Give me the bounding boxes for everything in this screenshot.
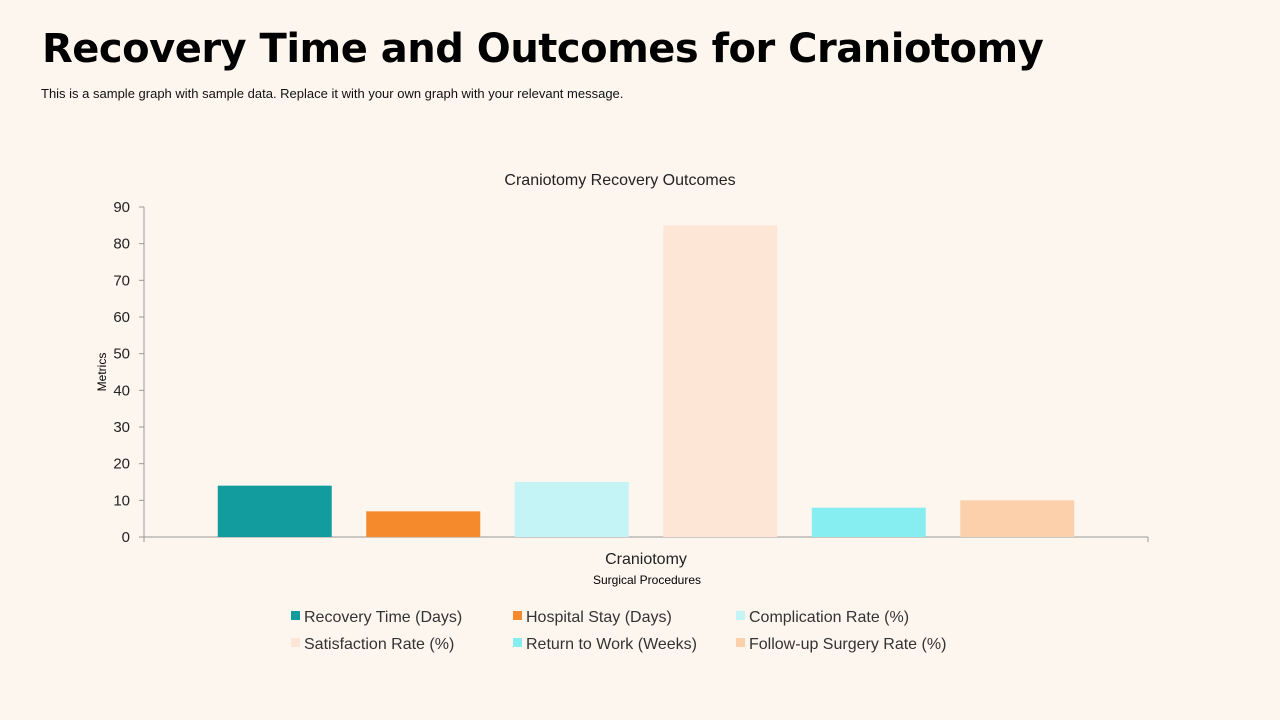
- bar-3: [514, 482, 629, 537]
- y-tick-label: 20: [113, 456, 130, 473]
- legend: Recovery Time (Days) Hospital Stay (Days)…: [291, 609, 946, 653]
- legend-label: Recovery Time (Days): [304, 609, 462, 626]
- legend-label: Return to Work (Weeks): [526, 636, 697, 653]
- slide-subtitle: This is a sample graph with sample data.…: [41, 86, 624, 101]
- bar-6: [960, 500, 1075, 537]
- y-tick-label: 10: [113, 492, 130, 509]
- y-tick-label: 0: [122, 529, 130, 546]
- chart-title: Craniotomy Recovery Outcomes: [504, 172, 735, 189]
- legend-swatch: [291, 638, 300, 647]
- bar-1: [217, 485, 332, 537]
- legend-swatch: [736, 638, 745, 647]
- category-label: Craniotomy: [605, 551, 687, 568]
- bar-4: [663, 225, 778, 538]
- legend-label: Follow-up Surgery Rate (%): [749, 636, 946, 653]
- y-axis-title: Metrics: [95, 353, 109, 392]
- legend-swatch: [291, 611, 300, 620]
- y-tick-label: 30: [113, 419, 130, 436]
- legend-label: Complication Rate (%): [749, 609, 909, 626]
- y-tick-label: 90: [113, 199, 130, 216]
- slide-title: Recovery Time and Outcomes for Craniotom…: [42, 26, 1044, 72]
- legend-swatch: [736, 611, 745, 620]
- bar-5: [811, 507, 926, 537]
- legend-swatch: [513, 611, 522, 620]
- x-axis-title: Surgical Procedures: [593, 573, 701, 587]
- axes: 0 10 20 30 40 50 60 70 80 90: [113, 199, 1149, 546]
- legend-swatch: [513, 638, 522, 647]
- y-tick-label: 50: [113, 346, 130, 363]
- y-tick-label: 80: [113, 236, 130, 253]
- category-labels: Craniotomy: [605, 551, 687, 568]
- legend-label: Hospital Stay (Days): [526, 609, 672, 626]
- y-tick-label: 40: [113, 382, 130, 399]
- bar-2: [366, 511, 481, 537]
- y-tick-label: 60: [113, 309, 130, 326]
- legend-label: Satisfaction Rate (%): [304, 636, 454, 653]
- y-tick-label: 70: [113, 272, 130, 289]
- bars: [217, 225, 1075, 538]
